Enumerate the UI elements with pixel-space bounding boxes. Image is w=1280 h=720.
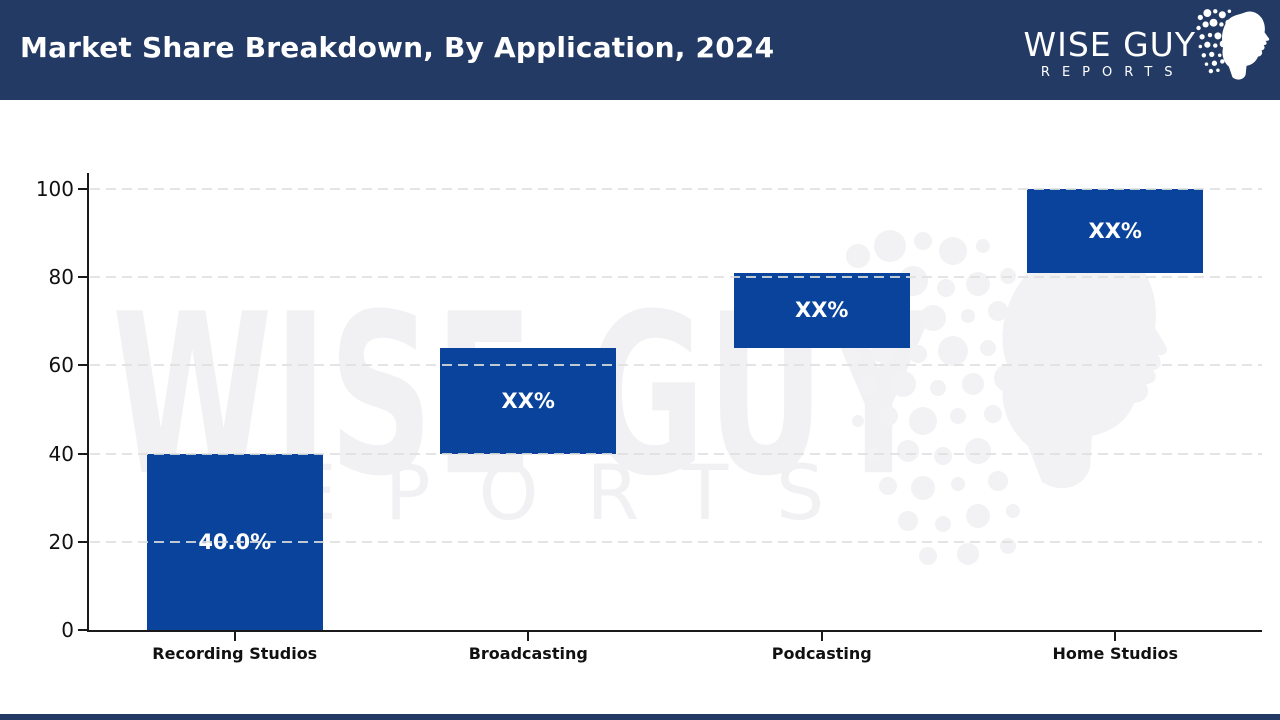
- category-label: Broadcasting: [468, 644, 588, 663]
- category-label: Recording Studios: [152, 644, 318, 663]
- xtick-mark: [820, 632, 823, 641]
- head-profile-icon: [1196, 9, 1270, 80]
- bar: XX%: [733, 272, 910, 348]
- gridline: [90, 452, 1262, 455]
- bottom-strip: [0, 714, 1280, 720]
- gridline: [90, 276, 1262, 279]
- logo-line2: REPORTS: [1040, 65, 1185, 80]
- category-label: Podcasting: [771, 644, 872, 663]
- ytick-mark: [78, 364, 87, 367]
- chart-area: WISE GUY REPORTS 40.0% XX% XX% XX% 0 20 40 60 80…: [0, 100, 1280, 714]
- ytick-mark: [78, 188, 87, 190]
- page-title: Market Share Breakdown, By Application, …: [20, 30, 775, 64]
- xtick-mark: [527, 632, 530, 641]
- bar-label: XX%: [1088, 218, 1142, 243]
- header-bar: Market Share Breakdown, By Application, …: [0, 0, 1280, 100]
- xtick-mark: [233, 632, 236, 641]
- logo-line1: WISE GUY: [1023, 25, 1196, 64]
- ytick-mark: [78, 276, 87, 279]
- ytick-mark: [78, 629, 87, 631]
- gridline: [90, 540, 1262, 543]
- ytick-label: 60: [48, 353, 74, 378]
- bar-label: XX%: [795, 298, 849, 323]
- ytick-mark: [78, 540, 87, 543]
- gridline: [90, 364, 1262, 367]
- plot: 40.0% XX% XX% XX% 0 20 40 60 80 100 Recording Stud…: [0, 100, 1280, 714]
- ytick-label: 80: [48, 265, 74, 290]
- logo-wordmark: WISE GUY REPORTS: [1023, 28, 1196, 80]
- category-label: Home Studios: [1052, 644, 1179, 663]
- ytick-label: 20: [48, 529, 74, 554]
- xtick-mark: [1114, 632, 1117, 641]
- ytick-mark: [78, 452, 87, 455]
- ytick-label: 100: [35, 177, 74, 201]
- y-axis-line: [87, 173, 89, 632]
- bar-label: XX%: [501, 388, 555, 413]
- bar: XX%: [1027, 189, 1204, 273]
- wiseguy-logo: WISE GUY REPORTS: [1023, 6, 1274, 94]
- x-axis-line: [87, 630, 1262, 632]
- ytick-label: 40: [48, 441, 74, 466]
- ytick-label: 0: [61, 618, 74, 642]
- gridline: [90, 188, 1262, 190]
